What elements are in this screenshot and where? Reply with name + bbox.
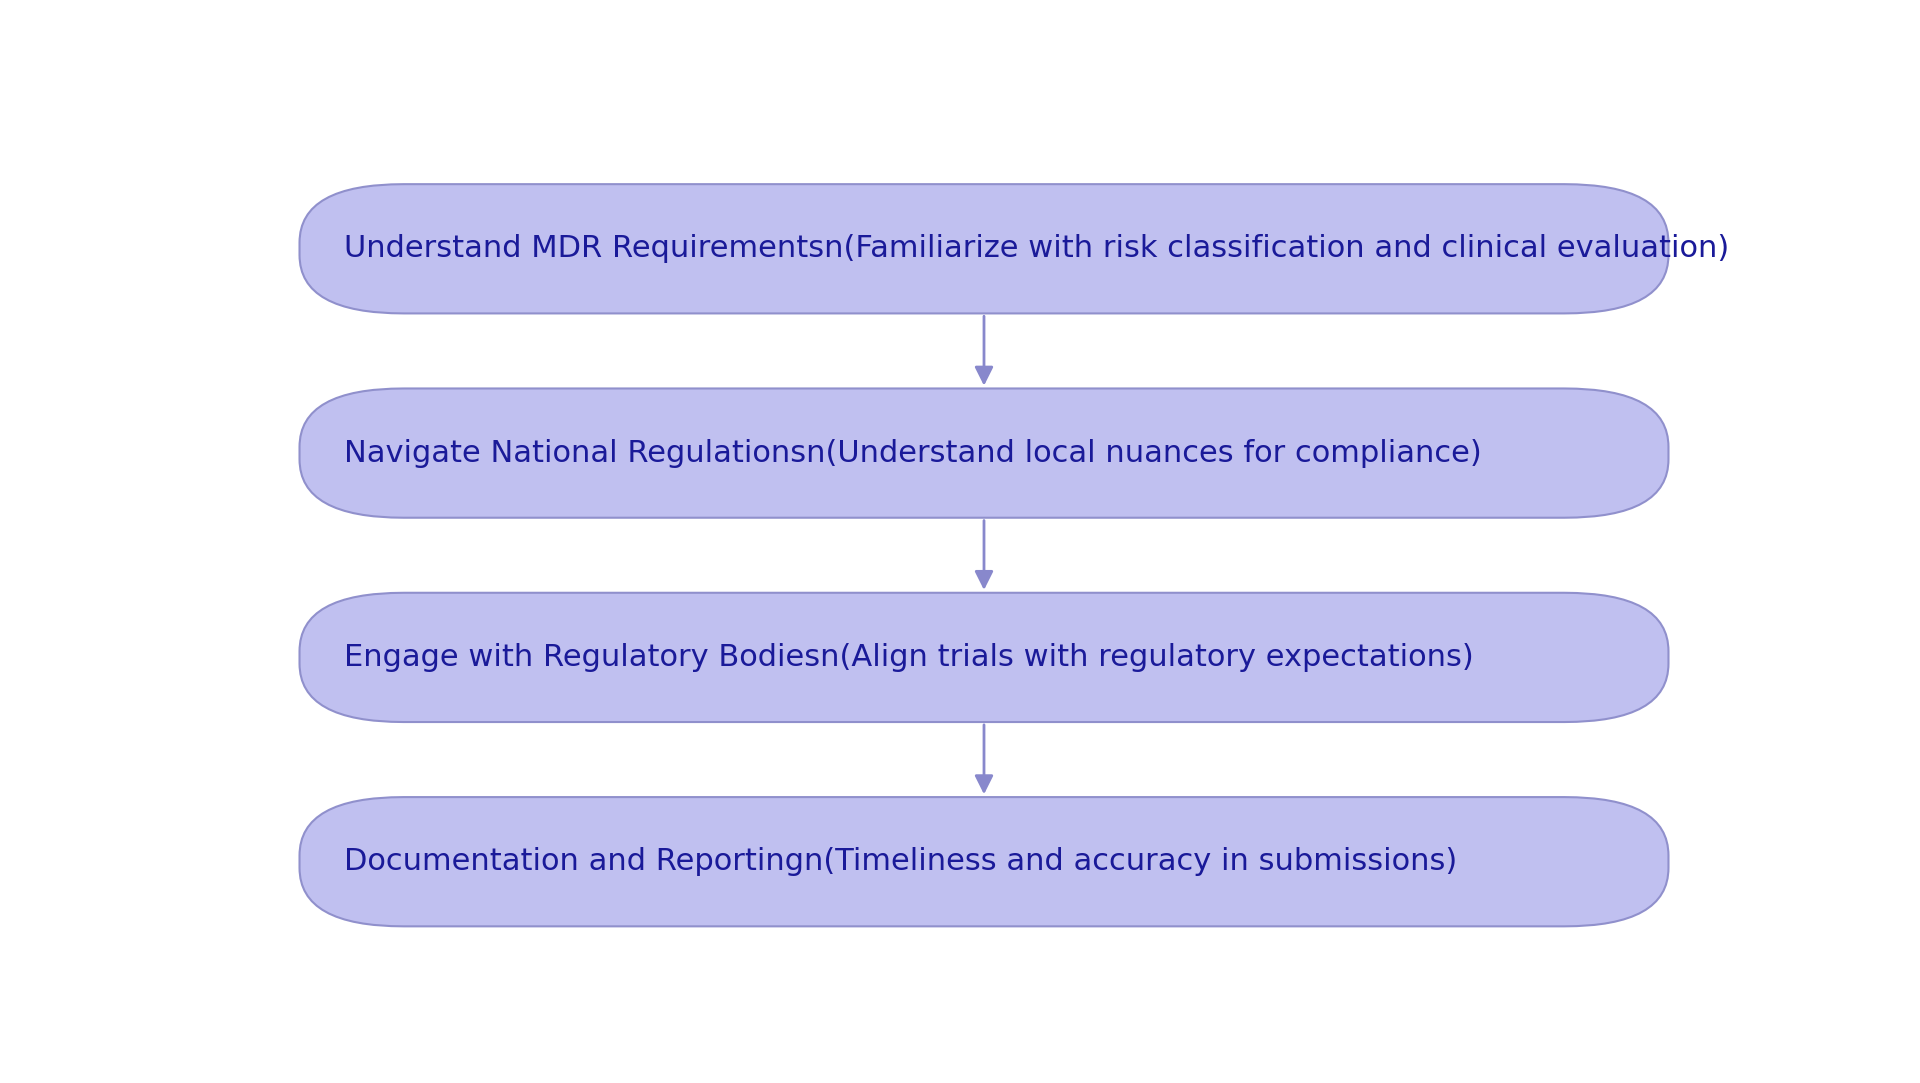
FancyBboxPatch shape [300,797,1668,926]
FancyBboxPatch shape [300,389,1668,518]
Text: Documentation and Reportingn(Timeliness and accuracy in submissions): Documentation and Reportingn(Timeliness … [344,847,1457,876]
FancyBboxPatch shape [300,184,1668,313]
FancyBboxPatch shape [300,592,1668,722]
Text: Engage with Regulatory Bodiesn(Align trials with regulatory expectations): Engage with Regulatory Bodiesn(Align tri… [344,643,1475,671]
Text: Understand MDR Requirementsn(Familiarize with risk classification and clinical e: Understand MDR Requirementsn(Familiarize… [344,234,1730,263]
Text: Navigate National Regulationsn(Understand local nuances for compliance): Navigate National Regulationsn(Understan… [344,439,1482,468]
